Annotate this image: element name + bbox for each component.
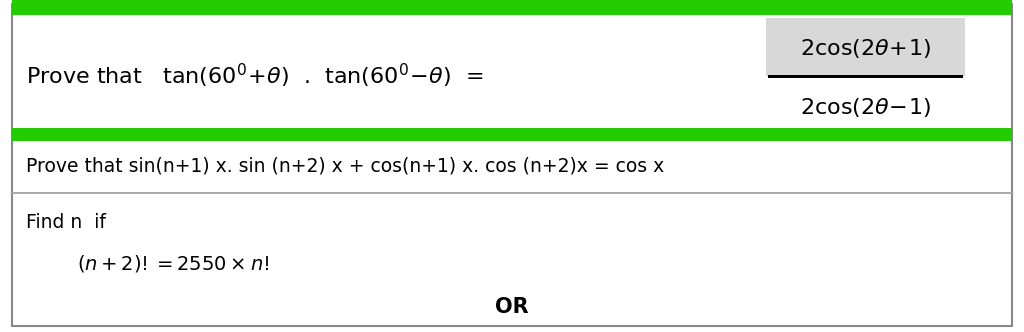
Bar [766,18,965,76]
Text: $(n+2)!=2550\times n!$: $(n+2)!=2550\times n!$ [77,253,269,275]
Text: Find n  if: Find n if [26,213,105,232]
Bar [12,192,1012,194]
Bar [768,75,963,78]
Bar [12,128,1012,141]
Bar [12,0,1012,15]
FancyBboxPatch shape [12,4,1012,326]
Text: Prove that sin(n+1) x. sin (n+2) x + cos(n+1) x. cos (n+2)x = cos x: Prove that sin(n+1) x. sin (n+2) x + cos… [26,156,664,176]
Text: OR: OR [496,297,528,317]
Text: $2\cos(2\theta\!+\!1)$: $2\cos(2\theta\!+\!1)$ [800,37,931,60]
Text: Prove that   $\tan(60^0\!+\!\theta)$  .  $\tan(60^0\!-\!\theta)$  =: Prove that $\tan(60^0\!+\!\theta)$ . $\t… [26,62,483,90]
Text: $2\cos(2\theta\!-\!1)$: $2\cos(2\theta\!-\!1)$ [800,96,931,120]
